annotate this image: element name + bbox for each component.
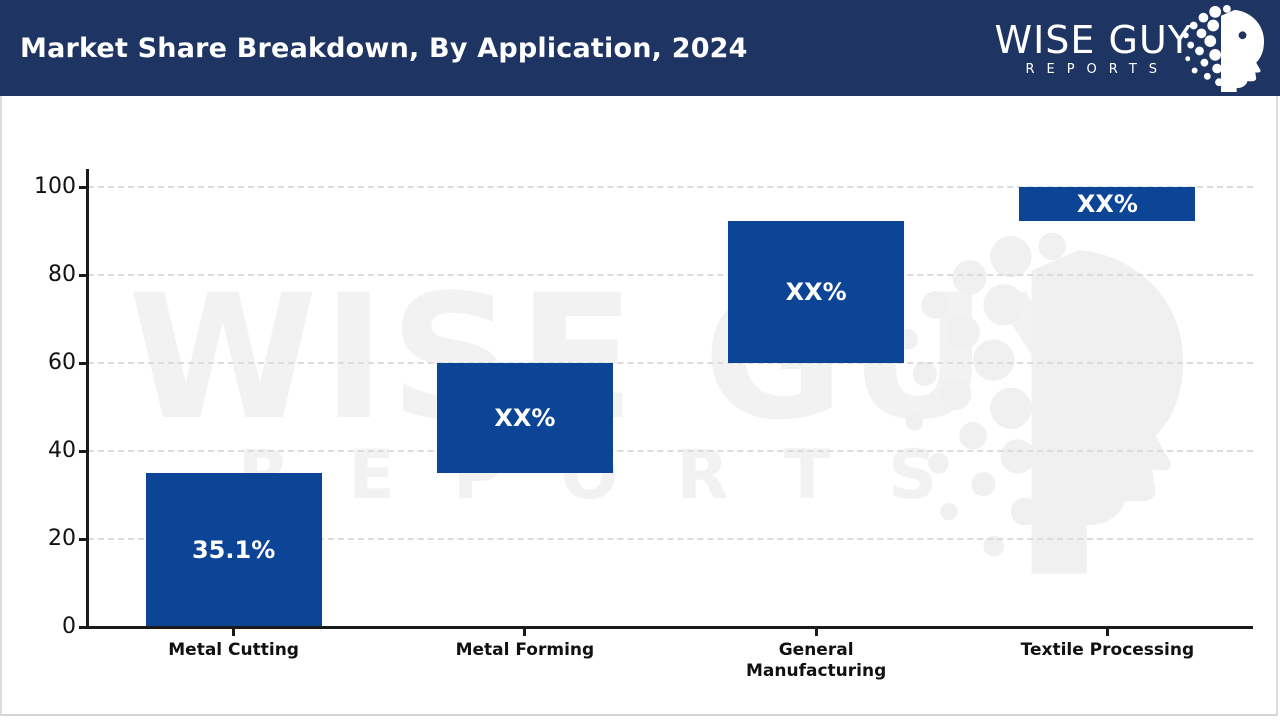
bar-value-label: XX% (785, 278, 847, 307)
x-axis-category-label: General Manufacturing (746, 640, 887, 681)
bar-segment: XX% (1019, 187, 1196, 222)
logo-wordmark: WISE GUY (994, 17, 1192, 62)
gridline (88, 186, 1253, 188)
y-axis-tick-label: 40 (48, 438, 76, 463)
y-axis-line (86, 169, 89, 629)
y-axis-tick-label: 20 (48, 526, 76, 551)
logo-subtitle: REPORTS (1025, 61, 1170, 77)
bar-value-label: 35.1% (191, 535, 276, 564)
x-axis-line (86, 626, 1253, 629)
x-axis-category-label: Textile Processing (1020, 640, 1195, 660)
logo-face-icon (1182, 4, 1265, 92)
y-axis-tick-label: 0 (62, 614, 76, 639)
bar-value-label: XX% (494, 403, 556, 432)
x-axis-tick-mark (232, 627, 236, 636)
x-axis-category-label: Metal Cutting (168, 640, 299, 660)
gridline (88, 538, 1253, 540)
bar-segment: XX% (728, 221, 905, 363)
y-axis-tick-mark (79, 450, 88, 453)
y-axis-tick-label: 100 (34, 174, 76, 199)
y-axis-tick-mark (79, 274, 88, 277)
gridline (88, 274, 1253, 276)
x-axis-tick-mark (814, 627, 818, 636)
wise-guy-reports-logo: WISE GUY REPORTS (995, 4, 1266, 92)
bar-segment: 35.1% (145, 472, 322, 627)
gridline (88, 362, 1253, 364)
x-axis-tick-mark (523, 627, 527, 636)
bar-segment: XX% (436, 363, 613, 473)
y-axis-tick-label: 60 (48, 350, 76, 375)
y-axis-tick-mark (79, 626, 88, 629)
y-axis-tick-mark (79, 538, 88, 541)
watermark-face-icon (897, 232, 1184, 574)
y-axis-tick-mark (79, 186, 88, 189)
logo-text: WISE GUY REPORTS (995, 21, 1192, 76)
header-bar: Market Share Breakdown, By Application, … (0, 0, 1280, 96)
bar-value-label: XX% (1076, 190, 1138, 219)
gridline (88, 450, 1253, 452)
x-axis-category-label: Metal Forming (455, 640, 595, 660)
x-axis-tick-mark (1105, 627, 1109, 636)
page-title: Market Share Breakdown, By Application, … (20, 32, 748, 64)
y-axis-tick-label: 80 (48, 262, 76, 287)
y-axis-tick-mark (79, 362, 88, 365)
